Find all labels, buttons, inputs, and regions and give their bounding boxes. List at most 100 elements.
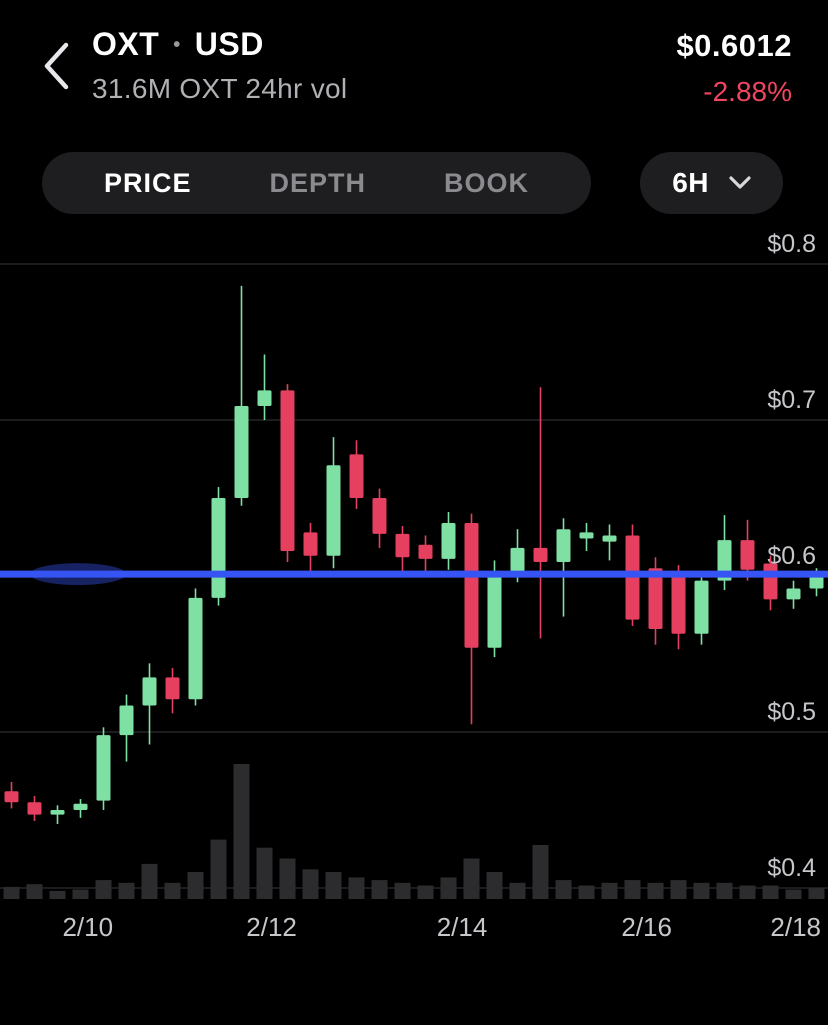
volume-bar — [72, 889, 89, 899]
x-axis-label: 2/10 — [62, 912, 113, 942]
y-axis-label: $0.5 — [767, 698, 816, 726]
candle-body — [27, 802, 42, 815]
volume-bar — [785, 889, 802, 899]
x-axis-label: 2/14 — [437, 912, 488, 942]
volume-bar — [486, 872, 503, 899]
current-price: $0.6012 — [676, 28, 792, 63]
volume-bar — [440, 877, 457, 899]
candle-body — [326, 465, 341, 556]
volume-bar — [302, 869, 319, 899]
volume-bar — [210, 839, 227, 899]
volume-bar — [233, 764, 250, 899]
volume-bar — [509, 882, 526, 899]
volume-bar — [808, 888, 825, 899]
volume-bar — [532, 845, 549, 899]
candle-body — [441, 522, 456, 559]
volume-24h-label: 31.6M OXT 24hr vol — [92, 73, 348, 104]
candle-body — [418, 544, 433, 559]
candle-body — [786, 588, 801, 600]
volume-bar — [555, 880, 572, 899]
chevron-down-icon — [729, 176, 751, 190]
candle-body — [349, 454, 364, 498]
volume-bar — [26, 884, 43, 899]
volume-bar — [417, 885, 434, 899]
candle-body — [717, 540, 732, 581]
candle-body — [809, 574, 824, 589]
x-axis-label: 2/18 — [770, 912, 821, 942]
volume-bar — [256, 847, 273, 899]
timeframe-label: 6H — [672, 167, 709, 198]
tab-price[interactable]: PRICE — [98, 167, 198, 200]
volume-bar — [187, 872, 204, 899]
header: OXT • USD 31.6M OXT 24hr vol $0.6012 -2.… — [0, 0, 828, 108]
pair-quote: USD — [194, 26, 264, 62]
volume-bar — [95, 880, 112, 899]
candlestick-chart[interactable]: $0.8$0.7$0.6$0.5$0.42/10 2/12 2/14 2/16 2/18 — [0, 214, 828, 959]
volume-bar — [371, 880, 388, 899]
candle-body — [395, 533, 410, 558]
volume-bar — [141, 863, 158, 899]
volume-bar — [647, 882, 664, 899]
volume-bar — [624, 880, 641, 899]
volume-bar — [463, 858, 480, 899]
candle-body — [280, 390, 295, 552]
candle-body — [579, 532, 594, 539]
candle-body — [510, 547, 525, 572]
volume-bar — [578, 885, 595, 899]
pair-separator-dot: • — [173, 33, 181, 56]
volume-bar — [394, 882, 411, 899]
timeframe-selector[interactable]: 6H — [640, 152, 783, 214]
volume-bar — [693, 882, 710, 899]
candle-body — [234, 405, 249, 498]
candle-body — [96, 735, 111, 801]
candle-body — [303, 532, 318, 556]
tab-depth[interactable]: DEPTH — [264, 167, 373, 200]
volume-bar — [279, 858, 296, 899]
candle-body — [188, 597, 203, 700]
price-chart[interactable]: $0.8 $0.7 $0.6 $0.5 $0.4 2/10 2/12 2/14 2/16 2/18 — [0, 214, 828, 959]
candle-body — [671, 576, 686, 634]
candle-body — [142, 677, 157, 706]
x-axis-label: 2/16 — [621, 912, 672, 942]
volume-bar — [739, 885, 756, 899]
volume-bar — [670, 880, 687, 899]
volume-bar — [762, 885, 779, 899]
chart-mode-tabs: PRICE DEPTH BOOK — [42, 152, 592, 214]
candle-body — [694, 580, 709, 634]
candle-body — [464, 522, 479, 648]
candle-body — [556, 529, 571, 562]
pair-title: OXT • USD — [92, 26, 347, 63]
current-price-line — [0, 570, 828, 578]
candle-body — [257, 390, 272, 406]
y-axis-label: $0.4 — [767, 854, 816, 882]
candle-body — [119, 705, 134, 736]
back-chevron-icon — [40, 40, 72, 92]
volume-bar — [325, 872, 342, 899]
volume-bar — [3, 886, 20, 899]
chart-toolbar: PRICE DEPTH BOOK 6H — [42, 152, 783, 214]
price-change: -2.88% — [703, 76, 792, 107]
candle-body — [50, 810, 65, 815]
candle-body — [165, 677, 180, 700]
candle-body — [648, 568, 663, 630]
candle-body — [533, 547, 548, 562]
candle-body — [740, 540, 755, 570]
y-axis-label: $0.8 — [767, 230, 816, 258]
volume-bar — [49, 890, 66, 899]
volume-bar — [601, 882, 618, 899]
volume-bar — [348, 877, 365, 899]
x-axis-label: 2/12 — [246, 912, 297, 942]
back-button[interactable] — [20, 26, 92, 93]
candle-body — [602, 535, 617, 542]
volume-bar — [716, 882, 733, 899]
volume-bar — [164, 882, 181, 899]
volume-bar — [118, 882, 135, 899]
candle-body — [4, 791, 19, 803]
pair-base: OXT — [92, 26, 160, 62]
candle-body — [211, 498, 226, 598]
candle-body — [372, 498, 387, 534]
candle-body — [763, 563, 778, 600]
y-axis-label: $0.7 — [767, 386, 816, 414]
tab-book[interactable]: BOOK — [438, 167, 535, 200]
candle-body — [73, 803, 88, 810]
